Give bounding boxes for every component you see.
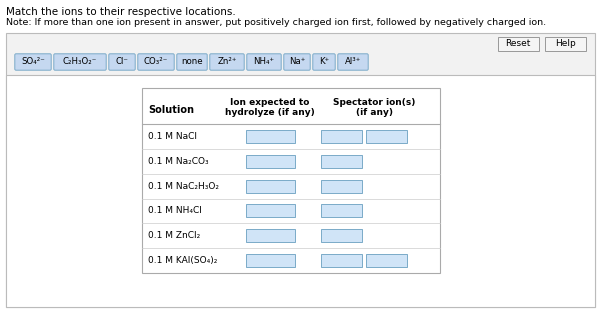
FancyBboxPatch shape <box>245 254 294 267</box>
Text: 0.1 M KAl(SO₄)₂: 0.1 M KAl(SO₄)₂ <box>148 256 218 265</box>
FancyBboxPatch shape <box>320 155 361 168</box>
Text: Reset: Reset <box>505 39 531 48</box>
FancyBboxPatch shape <box>138 54 174 70</box>
FancyBboxPatch shape <box>498 37 538 51</box>
FancyBboxPatch shape <box>365 254 406 267</box>
Text: (if any): (if any) <box>356 108 393 117</box>
Text: 0.1 M NH₄Cl: 0.1 M NH₄Cl <box>148 207 202 215</box>
FancyBboxPatch shape <box>365 130 406 143</box>
FancyBboxPatch shape <box>15 54 51 70</box>
Text: CO₃²⁻: CO₃²⁻ <box>144 57 168 66</box>
FancyBboxPatch shape <box>338 54 368 70</box>
Text: Ion expected to: Ion expected to <box>230 98 310 107</box>
Text: Note: If more than one ion present in answer, put positively charged ion first, : Note: If more than one ion present in an… <box>6 18 546 27</box>
FancyBboxPatch shape <box>245 130 294 143</box>
Text: SO₄²⁻: SO₄²⁻ <box>21 57 45 66</box>
Bar <box>6 33 595 307</box>
Text: Help: Help <box>555 39 575 48</box>
Bar <box>6 75 595 307</box>
FancyBboxPatch shape <box>245 229 294 242</box>
Text: 0.1 M NaCl: 0.1 M NaCl <box>148 132 197 141</box>
Text: Na⁺: Na⁺ <box>289 57 305 66</box>
FancyBboxPatch shape <box>109 54 135 70</box>
Bar <box>142 88 440 273</box>
Text: 0.1 M ZnCl₂: 0.1 M ZnCl₂ <box>148 231 200 240</box>
FancyBboxPatch shape <box>247 54 281 70</box>
Text: Cl⁻: Cl⁻ <box>115 57 129 66</box>
FancyBboxPatch shape <box>210 54 244 70</box>
Text: K⁺: K⁺ <box>319 57 329 66</box>
FancyBboxPatch shape <box>54 54 106 70</box>
FancyBboxPatch shape <box>320 229 361 242</box>
Text: hydrolyze (if any): hydrolyze (if any) <box>225 108 315 117</box>
FancyBboxPatch shape <box>545 37 585 51</box>
FancyBboxPatch shape <box>320 130 361 143</box>
Text: Spectator ion(s): Spectator ion(s) <box>334 98 416 107</box>
FancyBboxPatch shape <box>313 54 335 70</box>
FancyBboxPatch shape <box>320 204 361 217</box>
Text: NH₄⁺: NH₄⁺ <box>254 57 275 66</box>
FancyBboxPatch shape <box>245 180 294 193</box>
Text: Al³⁺: Al³⁺ <box>345 57 361 66</box>
FancyBboxPatch shape <box>245 204 294 217</box>
Text: Match the ions to their respective locations.: Match the ions to their respective locat… <box>6 7 236 17</box>
Text: none: none <box>181 57 203 66</box>
FancyBboxPatch shape <box>177 54 207 70</box>
Text: C₂H₃O₂⁻: C₂H₃O₂⁻ <box>63 57 97 66</box>
Text: Zn²⁺: Zn²⁺ <box>217 57 237 66</box>
FancyBboxPatch shape <box>245 155 294 168</box>
FancyBboxPatch shape <box>320 254 361 267</box>
Text: 0.1 M Na₂CO₃: 0.1 M Na₂CO₃ <box>148 157 209 166</box>
FancyBboxPatch shape <box>320 180 361 193</box>
FancyBboxPatch shape <box>284 54 310 70</box>
Text: 0.1 M NaC₂H₃O₂: 0.1 M NaC₂H₃O₂ <box>148 182 219 191</box>
Text: Solution: Solution <box>148 105 194 115</box>
